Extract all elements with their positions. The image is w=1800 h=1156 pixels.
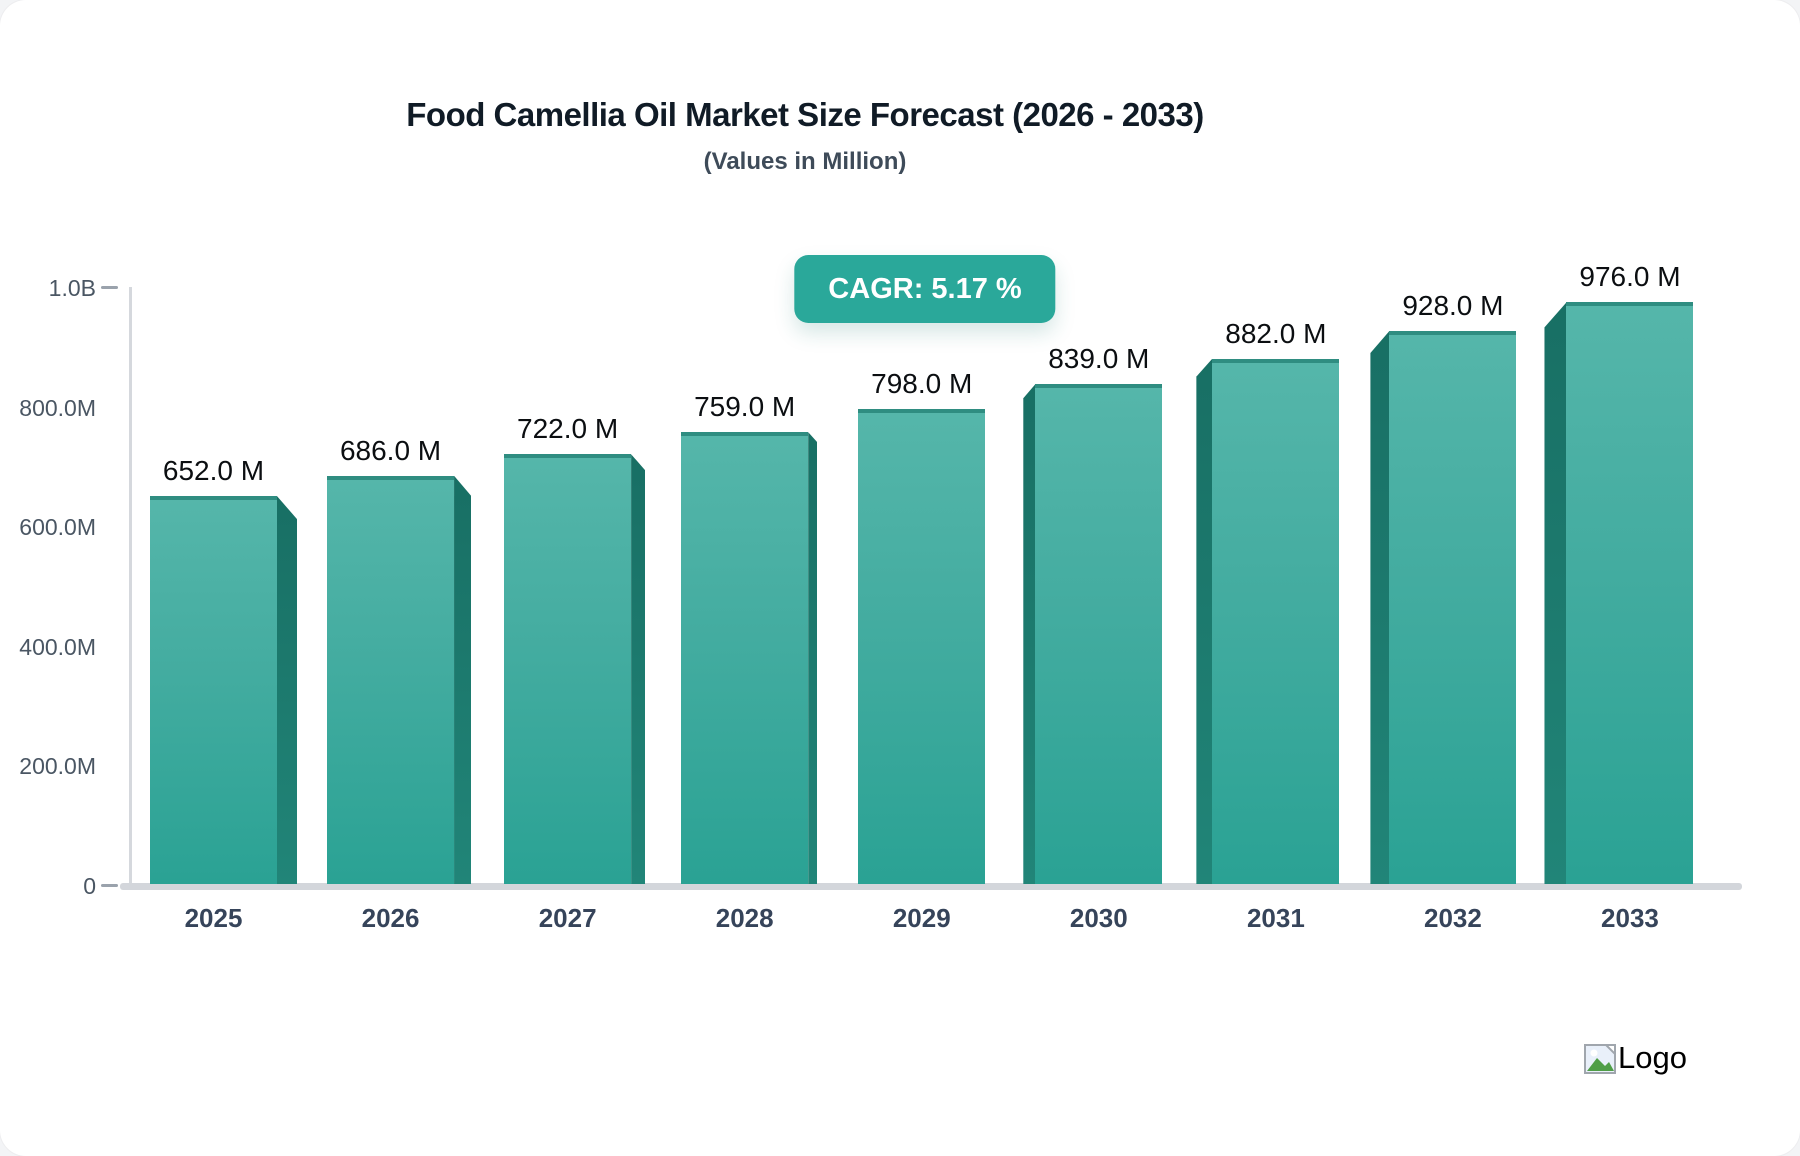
broken-image-icon bbox=[1584, 1044, 1616, 1074]
bar-2033-side bbox=[1544, 302, 1567, 884]
bar-2028-side bbox=[808, 432, 818, 884]
x-tick-label-2031: 2031 bbox=[1246, 903, 1305, 933]
bar-2026[interactable] bbox=[327, 475, 455, 884]
bar-2029[interactable] bbox=[858, 408, 986, 884]
y-tick-label-1.0b: 1.0B bbox=[48, 275, 96, 301]
bar-2032[interactable] bbox=[1389, 331, 1517, 884]
bar-2030-side bbox=[1023, 384, 1036, 884]
chart-title: Food Camellia Oil Market Size Forecast (… bbox=[406, 96, 1204, 133]
y-tick-label-400.0m: 400.0M bbox=[19, 633, 96, 660]
bar-2025[interactable] bbox=[150, 496, 277, 884]
x-tick-label-2026: 2026 bbox=[361, 903, 420, 933]
y-tick-mark bbox=[101, 884, 118, 887]
x-tick-label-2033: 2033 bbox=[1601, 903, 1659, 933]
bar-2026-side bbox=[454, 475, 472, 884]
logo-text: Logo bbox=[1618, 1040, 1687, 1075]
x-tick-label-2029: 2029 bbox=[892, 903, 951, 933]
bar-2029-value-label: 798.0 M bbox=[871, 367, 973, 399]
x-tick-label-2027: 2027 bbox=[538, 903, 597, 933]
bar-2028[interactable] bbox=[681, 432, 809, 884]
bar-2033[interactable] bbox=[1566, 302, 1694, 884]
bar-2033-value-label: 976.0 M bbox=[1579, 261, 1681, 293]
y-axis-line bbox=[129, 287, 132, 884]
y-tick-label-800.0m: 800.0M bbox=[19, 394, 96, 421]
bar-2028-value-label: 759.0 M bbox=[694, 391, 796, 423]
bar-2025-value-label: 652.0 M bbox=[162, 455, 265, 487]
bar-2026-value-label: 686.0 M bbox=[339, 434, 442, 466]
bar-2030[interactable] bbox=[1035, 384, 1163, 884]
y-tick-label-0: 0 bbox=[83, 873, 96, 899]
x-tick-label-2025: 2025 bbox=[184, 903, 243, 933]
x-tick-label-2030: 2030 bbox=[1069, 903, 1128, 933]
bar-2031[interactable] bbox=[1212, 358, 1340, 884]
bar-2032-value-label: 928.0 M bbox=[1402, 290, 1504, 322]
bar-2030-value-label: 839.0 M bbox=[1048, 343, 1150, 375]
bar-2031-side bbox=[1196, 358, 1213, 884]
bar-2027[interactable] bbox=[504, 454, 632, 884]
chart-subtitle: (Values in Million) bbox=[703, 148, 907, 175]
y-tick-label-200.0m: 200.0M bbox=[19, 753, 96, 780]
y-tick-label-600.0m: 600.0M bbox=[19, 514, 96, 541]
cagr-badge: CAGR: 5.17 % bbox=[794, 255, 1056, 323]
bar-2025-side bbox=[277, 496, 297, 884]
x-tick-label-2032: 2032 bbox=[1423, 903, 1482, 933]
bar-2032-side bbox=[1370, 331, 1390, 884]
bar-2027-value-label: 722.0 M bbox=[517, 413, 619, 445]
y-tick-mark bbox=[101, 286, 118, 289]
logo[interactable]: Logo bbox=[1583, 1038, 1687, 1078]
x-axis-baseline bbox=[120, 883, 1742, 890]
bar-2027-side bbox=[631, 454, 646, 884]
x-tick-label-2028: 2028 bbox=[715, 903, 774, 933]
bar-2031-value-label: 882.0 M bbox=[1225, 317, 1327, 349]
